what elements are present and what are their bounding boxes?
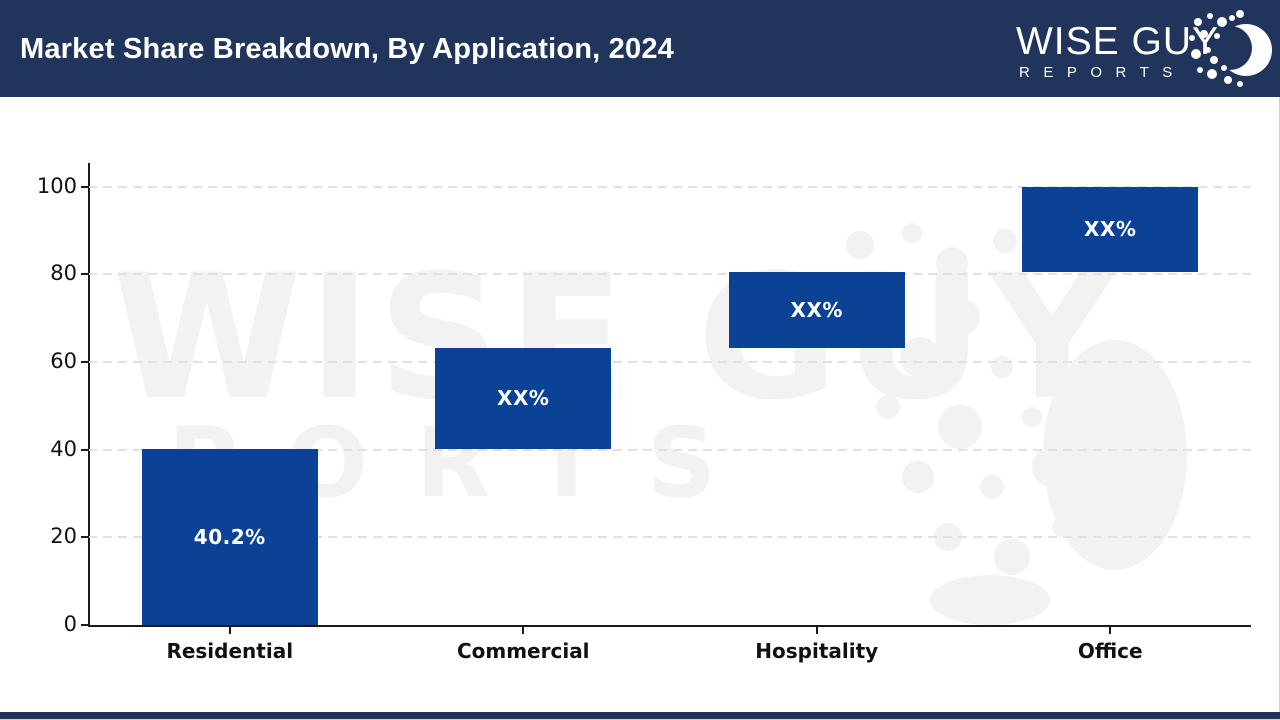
y-tick-100 bbox=[81, 185, 89, 188]
bar-residential: 40.2% bbox=[141, 448, 318, 625]
y-tick-0 bbox=[81, 624, 89, 626]
y-tick-40 bbox=[81, 448, 89, 451]
x-category-label-office: Office bbox=[1077, 639, 1143, 663]
gridline-80 bbox=[88, 273, 1251, 276]
brand-head-icon bbox=[1189, 10, 1272, 87]
x-tick-office bbox=[1109, 627, 1112, 634]
gridline-40 bbox=[88, 448, 1251, 451]
bar-hospitality: XX% bbox=[728, 272, 905, 348]
x-category-label-residential: Residential bbox=[166, 639, 294, 663]
brand-logo-text: WISE GUY REPORTS bbox=[1016, 20, 1220, 82]
bar-office: XX% bbox=[1022, 186, 1199, 273]
y-tick-label-20: 20 bbox=[50, 524, 77, 549]
x-category-label-hospitality: Hospitality bbox=[755, 639, 879, 663]
gridline-100 bbox=[88, 185, 1251, 188]
gridline-60 bbox=[88, 360, 1251, 363]
x-tick-commercial bbox=[522, 627, 525, 634]
bar-value-label: 40.2% bbox=[193, 524, 266, 549]
bar-commercial: XX% bbox=[435, 347, 612, 449]
brand-name: WISE GUY bbox=[1016, 20, 1220, 63]
brand-subname: REPORTS bbox=[1019, 64, 1186, 81]
header: Market Share Breakdown, By Application, … bbox=[0, 0, 1280, 97]
y-tick-label-0: 0 bbox=[63, 612, 77, 636]
y-tick-20 bbox=[81, 536, 89, 539]
brand-logo: WISE GUY REPORTS bbox=[1016, 8, 1272, 90]
x-tick-hospitality bbox=[815, 627, 818, 634]
y-tick-60 bbox=[81, 360, 89, 363]
x-tick-residential bbox=[228, 627, 231, 634]
bar-value-label: XX% bbox=[497, 386, 550, 411]
y-tick-label-60: 60 bbox=[50, 348, 77, 373]
gridline-20 bbox=[88, 536, 1251, 539]
page-title: Market Share Breakdown, By Application, … bbox=[20, 33, 674, 65]
y-tick-label-80: 80 bbox=[50, 261, 77, 286]
y-tick-label-40: 40 bbox=[50, 436, 77, 461]
y-tick-label-100: 100 bbox=[36, 173, 77, 198]
x-axis-line bbox=[88, 625, 1251, 627]
bottom-strip bbox=[0, 712, 1280, 719]
y-axis-line bbox=[88, 163, 90, 625]
y-tick-80 bbox=[81, 273, 89, 276]
x-category-label-commercial: Commercial bbox=[456, 639, 590, 663]
bar-value-label: XX% bbox=[790, 298, 843, 323]
bar-value-label: XX% bbox=[1084, 217, 1137, 242]
